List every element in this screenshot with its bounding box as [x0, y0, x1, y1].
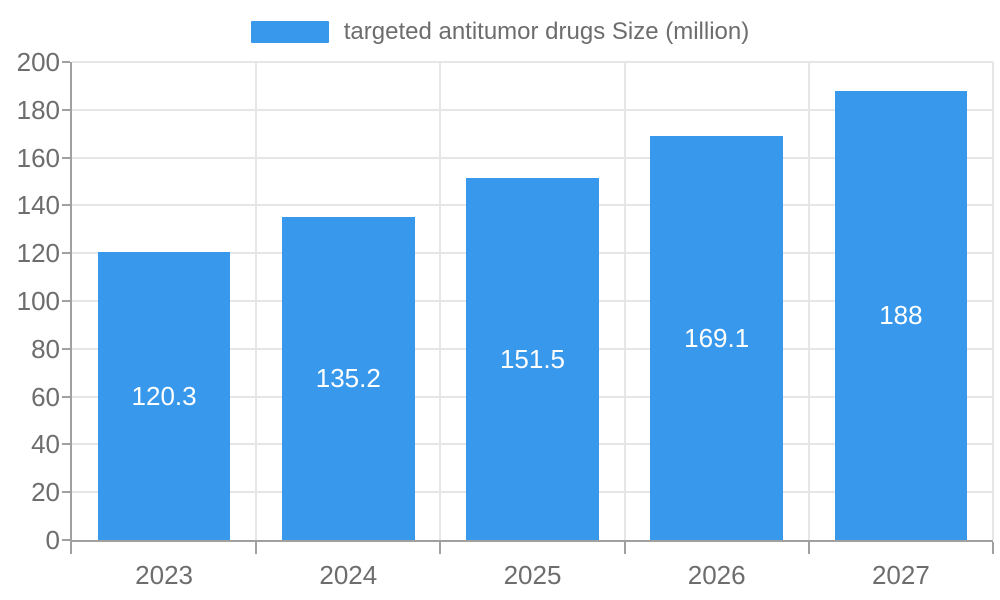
- v-gridline: [992, 62, 994, 540]
- x-tick-label: 2025: [503, 560, 562, 590]
- v-gridline: [623, 62, 626, 540]
- h-gridline: [72, 108, 993, 111]
- x-tick-label: 2026: [687, 560, 746, 590]
- x-axis-tick: [807, 542, 810, 554]
- y-axis-tick: [62, 204, 70, 207]
- x-tick-label: 2027: [871, 560, 930, 590]
- y-axis-tick: [62, 61, 70, 63]
- bar-value-label: 188: [879, 300, 923, 331]
- x-axis-tick: [439, 542, 442, 554]
- legend-label[interactable]: targeted antitumor drugs Size (million): [343, 18, 750, 45]
- bar-value-label: 169.1: [684, 322, 750, 353]
- bar[interactable]: 151.5: [466, 177, 599, 540]
- h-gridline: [72, 156, 993, 159]
- x-axis-tick: [70, 542, 72, 554]
- x-axis-tick: [623, 542, 626, 554]
- y-axis-tick: [62, 108, 70, 111]
- legend-swatch-icon[interactable]: [250, 21, 329, 43]
- y-axis-tick: [62, 156, 70, 159]
- y-tick-label: 20: [31, 477, 60, 508]
- x-tick-label: 2023: [135, 560, 194, 590]
- x-axis-tick: [255, 542, 258, 554]
- y-axis-tick: [62, 539, 70, 541]
- y-tick-label: 140: [16, 190, 60, 221]
- bar-value-label: 151.5: [499, 343, 566, 374]
- y-axis-tick: [62, 252, 70, 255]
- y-axis-tick: [62, 300, 70, 302]
- x-axis-tick: [992, 542, 994, 554]
- y-tick-label: 100: [16, 286, 60, 316]
- v-gridline: [255, 62, 258, 540]
- bar[interactable]: 120.3: [97, 252, 231, 540]
- y-axis-tick: [62, 395, 70, 398]
- plot-area: 0 20 40 60 80 100 120 140 160 180 200 120.3 2023 135.…: [17, 49, 994, 588]
- v-gridline: [439, 62, 442, 540]
- y-tick-label: 180: [16, 94, 60, 125]
- y-axis-tick: [62, 491, 70, 494]
- y-tick-label: 40: [31, 429, 60, 460]
- v-gridline: [807, 62, 810, 540]
- y-tick-label: 80: [31, 333, 60, 364]
- bar-value-label: 135.2: [315, 363, 381, 394]
- bar[interactable]: 188: [834, 90, 968, 540]
- y-tick-label: 60: [31, 381, 60, 412]
- y-tick-label: 120: [16, 238, 60, 269]
- y-tick-label: 200: [16, 47, 60, 77]
- x-tick-label: 2024: [319, 560, 378, 590]
- h-gridline: [72, 61, 993, 63]
- bar[interactable]: 169.1: [650, 135, 783, 540]
- y-tick-label: 160: [16, 142, 60, 173]
- bar-value-label: 120.3: [131, 381, 197, 412]
- y-axis-tick: [62, 347, 70, 350]
- bar[interactable]: 135.2: [281, 216, 415, 540]
- y-axis-tick: [62, 443, 70, 446]
- legend[interactable]: targeted antitumor drugs Size (million): [0, 18, 1000, 45]
- y-tick-label: 0: [45, 525, 60, 555]
